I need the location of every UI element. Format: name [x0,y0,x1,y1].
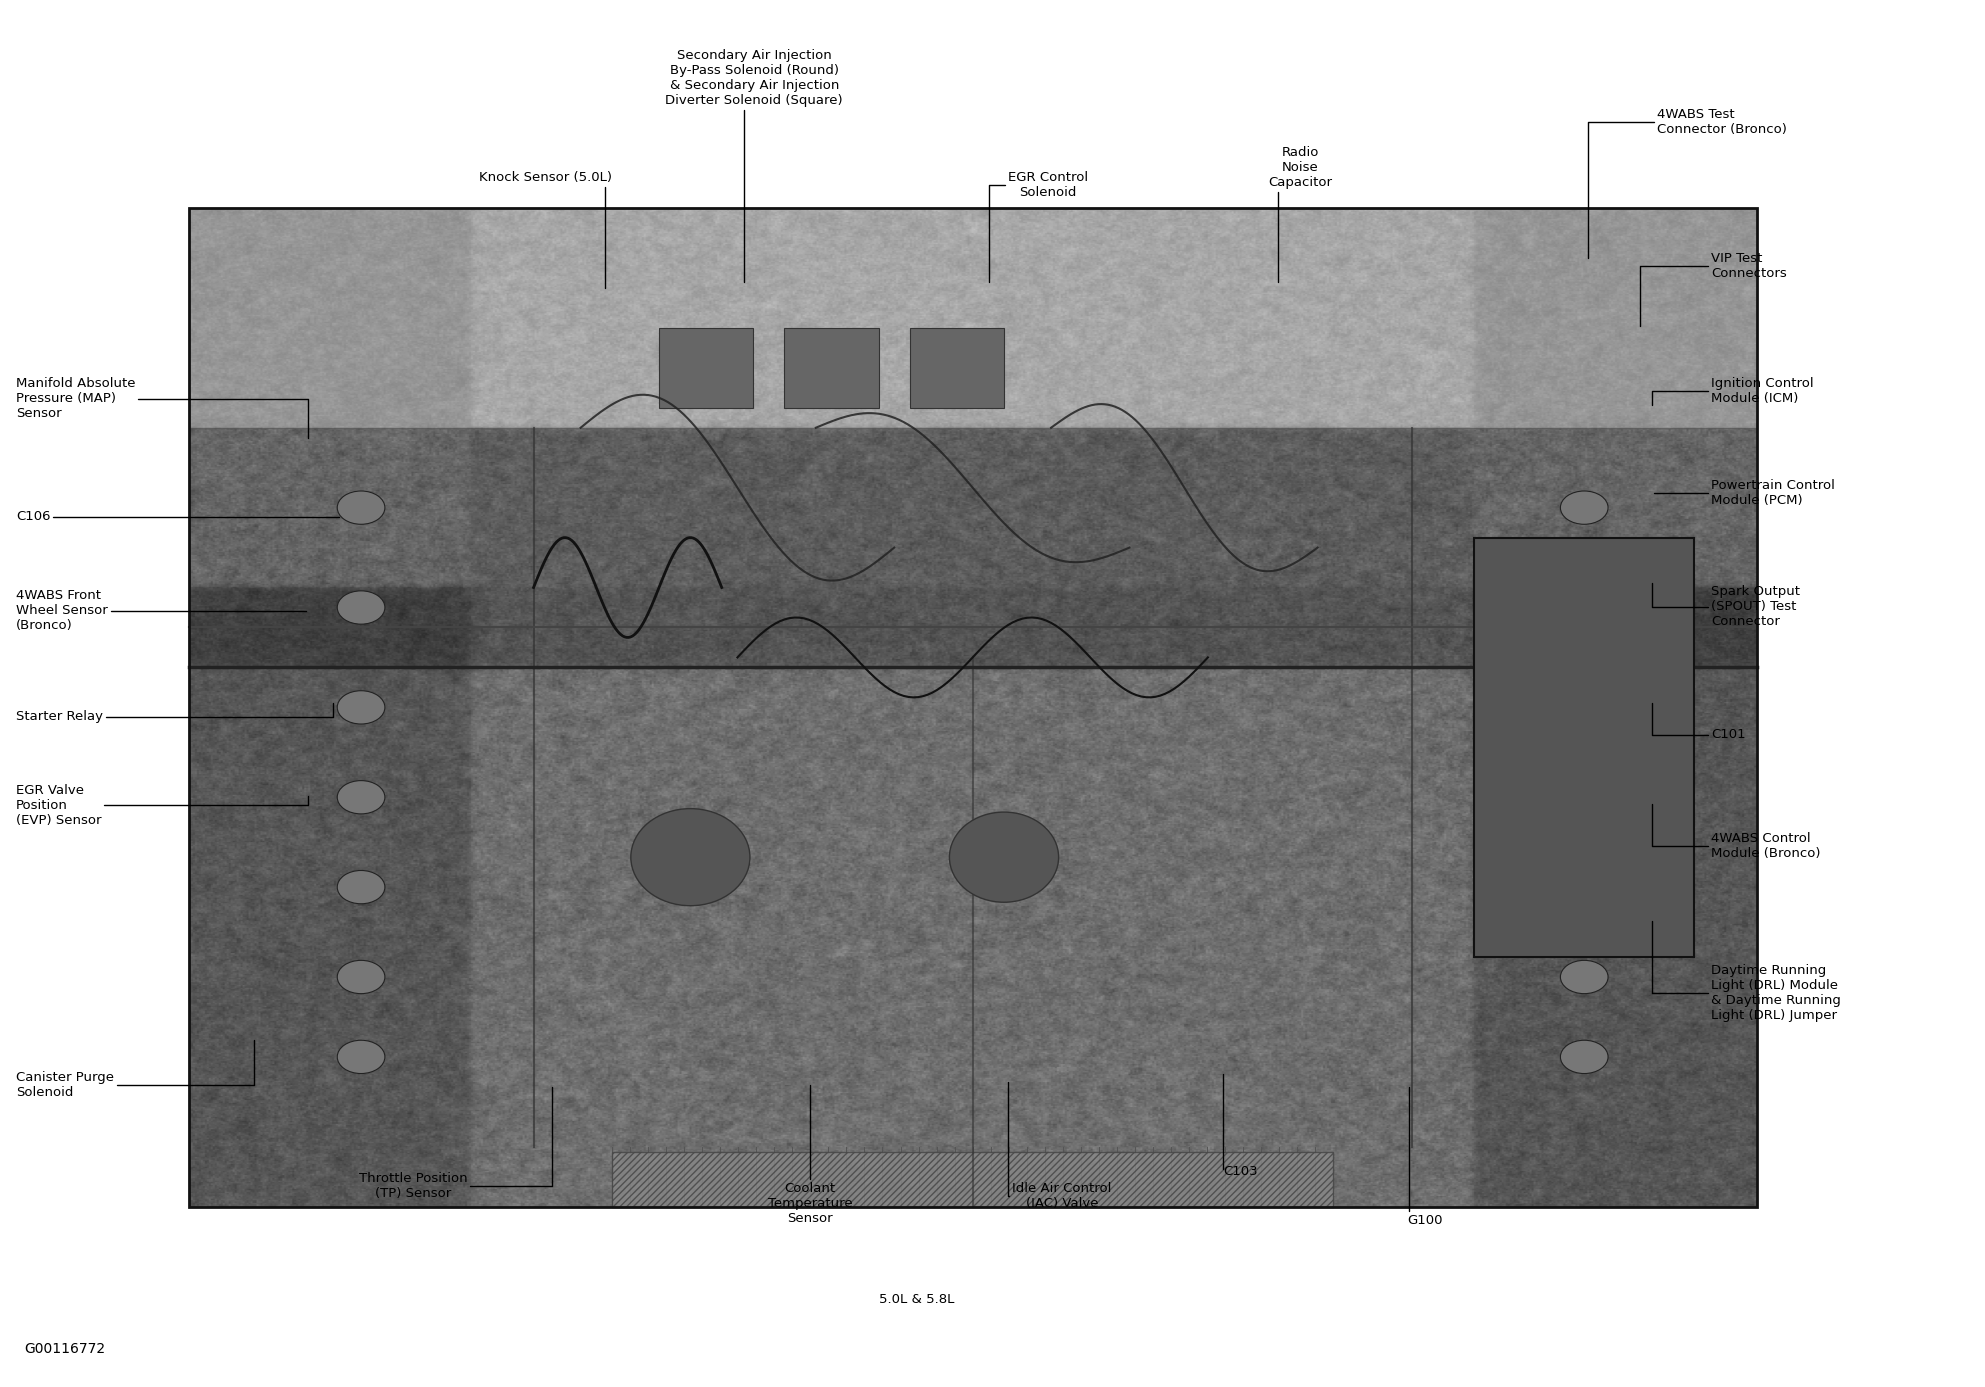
Circle shape [337,960,385,993]
Text: Manifold Absolute
Pressure (MAP)
Sensor: Manifold Absolute Pressure (MAP) Sensor [16,377,308,438]
Ellipse shape [949,811,1058,902]
Circle shape [1560,871,1608,904]
Text: G100: G100 [1407,1087,1443,1226]
Bar [1475,538,1693,957]
Circle shape [1560,491,1608,524]
Bar [784,327,879,408]
Circle shape [337,1040,385,1074]
Text: Throttle Position
(TP) Sensor: Throttle Position (TP) Sensor [359,1087,552,1200]
Bar [189,208,1757,1207]
Circle shape [337,691,385,724]
Text: 4WABS Test
Connector (Bronco): 4WABS Test Connector (Bronco) [1588,108,1786,258]
Text: Knock Sensor (5.0L): Knock Sensor (5.0L) [478,171,613,288]
Text: C106: C106 [16,510,339,523]
Circle shape [1560,691,1608,724]
Circle shape [1560,781,1608,814]
Text: Idle Air Control
(IAC) Valve: Idle Air Control (IAC) Valve [1008,1082,1112,1209]
Circle shape [337,591,385,624]
Text: Powertrain Control
Module (PCM): Powertrain Control Module (PCM) [1654,479,1834,506]
Circle shape [337,491,385,524]
Bar [611,1151,1334,1207]
Bar [189,208,1757,427]
Circle shape [337,781,385,814]
Text: 5.0L & 5.8L: 5.0L & 5.8L [879,1293,955,1305]
Text: C101: C101 [1652,703,1745,741]
Circle shape [1560,960,1608,993]
Circle shape [1560,591,1608,624]
Circle shape [337,871,385,904]
Circle shape [1560,1040,1608,1074]
Bar [659,327,752,408]
Text: VIP Test
Connectors: VIP Test Connectors [1640,252,1786,326]
Text: EGR Valve
Position
(EVP) Sensor: EGR Valve Position (EVP) Sensor [16,784,308,827]
Text: EGR Control
Solenoid: EGR Control Solenoid [989,171,1088,282]
Ellipse shape [631,809,750,906]
Text: 4WABS Control
Module (Bronco): 4WABS Control Module (Bronco) [1652,804,1820,860]
Text: C103: C103 [1223,1074,1258,1178]
Text: Starter Relay: Starter Relay [16,703,333,723]
Text: Radio
Noise
Capacitor: Radio Noise Capacitor [1268,146,1332,282]
Text: Spark Output
(SPOUT) Test
Connector: Spark Output (SPOUT) Test Connector [1652,583,1800,628]
Text: Ignition Control
Module (ICM): Ignition Control Module (ICM) [1652,377,1814,405]
Text: Canister Purge
Solenoid: Canister Purge Solenoid [16,1040,254,1099]
Text: 4WABS Front
Wheel Sensor
(Bronco): 4WABS Front Wheel Sensor (Bronco) [16,589,306,632]
Text: Daytime Running
Light (DRL) Module
& Daytime Running
Light (DRL) Jumper: Daytime Running Light (DRL) Module & Day… [1652,921,1840,1022]
Bar [909,327,1004,408]
Text: Coolant
Temperature
Sensor: Coolant Temperature Sensor [768,1085,852,1225]
Text: Secondary Air Injection
By-Pass Solenoid (Round)
& Secondary Air Injection
Diver: Secondary Air Injection By-Pass Solenoid… [665,49,844,282]
Text: G00116772: G00116772 [24,1343,105,1356]
